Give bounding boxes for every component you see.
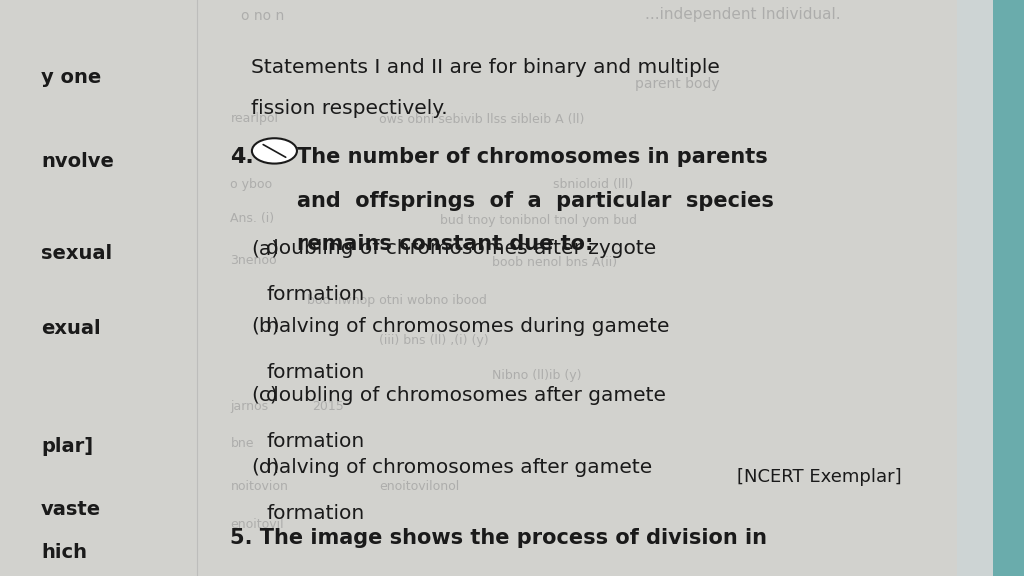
Text: formation: formation <box>266 432 365 451</box>
Text: jarnos: jarnos <box>230 400 268 412</box>
Text: (d): (d) <box>251 458 280 477</box>
Text: halving of chromosomes after gamete: halving of chromosomes after gamete <box>266 458 652 477</box>
Text: hich: hich <box>41 544 87 562</box>
Text: sbnioloid (lll): sbnioloid (lll) <box>553 178 633 191</box>
Text: (c): (c) <box>251 386 278 405</box>
Text: (a): (a) <box>251 239 279 258</box>
Text: 5. The image shows the process of division in: 5. The image shows the process of divisi… <box>230 528 767 548</box>
Text: plar]: plar] <box>41 437 93 456</box>
Text: doubling of chromosomes after zygote: doubling of chromosomes after zygote <box>266 239 656 258</box>
Text: ...independent Individual.: ...independent Individual. <box>645 7 841 22</box>
Text: o yboo: o yboo <box>230 178 272 191</box>
Text: (b): (b) <box>251 317 280 336</box>
Text: The number of chromosomes in parents: The number of chromosomes in parents <box>297 147 768 167</box>
Text: formation: formation <box>266 285 365 304</box>
FancyBboxPatch shape <box>957 0 1024 576</box>
Text: parent body: parent body <box>635 77 720 90</box>
Text: 3nenoo: 3nenoo <box>230 255 278 267</box>
Text: noitovion: noitovion <box>230 480 289 493</box>
Circle shape <box>252 138 297 164</box>
Text: halving of chromosomes during gamete: halving of chromosomes during gamete <box>266 317 670 336</box>
Text: doubling of chromosomes after gamete: doubling of chromosomes after gamete <box>266 386 667 405</box>
Text: bod iiwnop otni wobno ibood: bod iiwnop otni wobno ibood <box>307 294 487 307</box>
FancyBboxPatch shape <box>0 0 957 576</box>
Text: sexual: sexual <box>41 244 112 263</box>
Text: bud tnoy tonibnol tnol yom bud: bud tnoy tonibnol tnol yom bud <box>440 214 637 226</box>
Text: and  offsprings  of  a  particular  species: and offsprings of a particular species <box>297 191 774 211</box>
Text: nvolve: nvolve <box>41 152 114 170</box>
Text: Ans. (i): Ans. (i) <box>230 213 274 225</box>
Text: boob nenol bns A(ii): boob nenol bns A(ii) <box>492 256 616 269</box>
Text: vaste: vaste <box>41 501 101 519</box>
Text: 4.: 4. <box>230 147 254 167</box>
Text: formation: formation <box>266 363 365 382</box>
Text: remains constant due to:: remains constant due to: <box>297 234 593 255</box>
FancyBboxPatch shape <box>993 0 1024 576</box>
Text: y one: y one <box>41 69 101 87</box>
Text: ows obni sebivib llss sibleib A (ll): ows obni sebivib llss sibleib A (ll) <box>379 113 585 126</box>
Text: formation: formation <box>266 504 365 523</box>
Text: Statements I and II are for binary and multiple: Statements I and II are for binary and m… <box>251 58 720 77</box>
Text: rearlpol: rearlpol <box>230 112 279 124</box>
Text: [NCERT Exemplar]: [NCERT Exemplar] <box>737 468 902 486</box>
Text: o no n: o no n <box>241 9 284 23</box>
Text: bne: bne <box>230 437 254 450</box>
Text: 2015: 2015 <box>312 400 344 412</box>
Text: (iii) bns (ll) ,(i) (y): (iii) bns (ll) ,(i) (y) <box>379 335 488 347</box>
Text: fission respectively.: fission respectively. <box>251 99 447 118</box>
Text: enoitovilonol: enoitovilonol <box>379 480 459 493</box>
Text: Nibno (ll)ib (y): Nibno (ll)ib (y) <box>492 369 581 382</box>
Text: exual: exual <box>41 319 100 338</box>
Text: enoitovil: enoitovil <box>230 518 284 530</box>
